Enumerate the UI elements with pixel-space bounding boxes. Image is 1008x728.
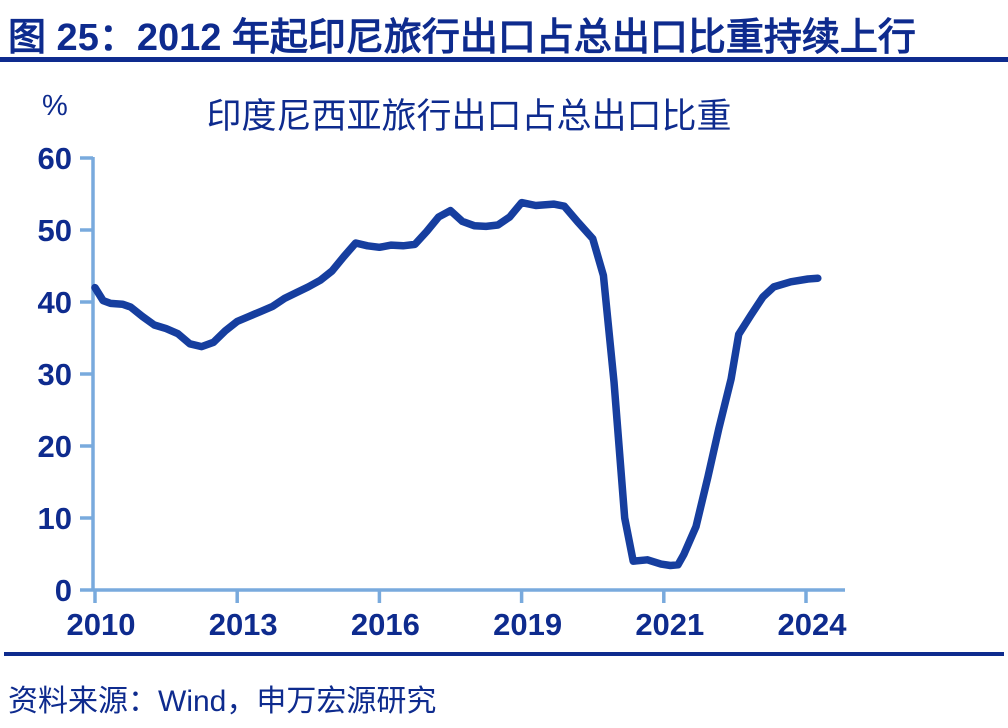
x-tick-label: 2013 xyxy=(209,607,278,642)
line-chart-plot: 0 10 20 30 40 50 60 2010 2013 2016 2019 2021 2024 xyxy=(38,141,848,642)
y-axis-unit-label: % xyxy=(42,90,68,122)
y-tick-label: 40 xyxy=(38,285,72,320)
y-tick-label: 0 xyxy=(55,573,72,608)
travel-exports-share-line xyxy=(91,198,822,570)
y-tick-label: 20 xyxy=(38,429,72,464)
x-tick-label: 2021 xyxy=(635,607,704,642)
x-tick-label: 2010 xyxy=(67,607,136,642)
x-tick-label: 2024 xyxy=(778,607,848,642)
y-tick-label: 30 xyxy=(38,357,72,392)
y-tick-label: 10 xyxy=(38,501,72,536)
figure-title: 图 25：2012 年起印尼旅行出口占总出口比重持续上行 xyxy=(8,17,916,59)
source-text: 资料来源：Wind，申万宏源研究 xyxy=(8,685,437,718)
y-tick-label: 50 xyxy=(38,213,72,248)
x-tick-label: 2019 xyxy=(493,607,562,642)
title-underline xyxy=(0,57,1008,62)
y-tick-label: 60 xyxy=(38,141,72,176)
footer-divider xyxy=(4,652,1004,656)
x-tick-label: 2016 xyxy=(351,607,420,642)
chart-title: 印度尼西亚旅行出口占总出口比重 xyxy=(206,97,732,136)
